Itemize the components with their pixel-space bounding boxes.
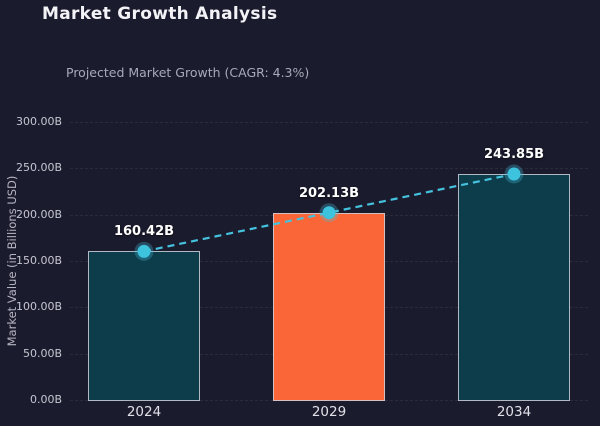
bar-2034[interactable] <box>458 174 570 401</box>
y-axis-tick-label: 150.00B <box>15 254 62 267</box>
bar-2024[interactable] <box>88 251 200 401</box>
x-axis-tick-label: 2029 <box>311 404 347 420</box>
y-axis-tick-label: 0.00B <box>29 393 62 406</box>
chart-subtitle: Projected Market Growth (CAGR: 4.3%) <box>66 65 310 80</box>
y-gridline <box>70 122 588 123</box>
y-axis-tick-label: 50.00B <box>22 346 62 360</box>
x-axis-tick-label: 2034 <box>496 404 532 420</box>
bar-2029[interactable] <box>273 212 385 401</box>
data-value-label: 202.13B <box>298 185 360 201</box>
data-value-label: 243.85B <box>483 147 545 163</box>
y-axis-tick-label: 300.00B <box>15 115 62 128</box>
x-axis-tick-label: 2024 <box>126 404 162 420</box>
y-axis-tick-label: 200.00B <box>15 207 62 221</box>
y-axis-tick-label: 100.00B <box>15 300 62 314</box>
y-axis-tick-label: 250.00B <box>15 161 62 175</box>
data-value-label: 160.42B <box>113 224 175 240</box>
chart-title: Market Growth Analysis <box>42 4 278 24</box>
y-gridline <box>70 168 588 170</box>
